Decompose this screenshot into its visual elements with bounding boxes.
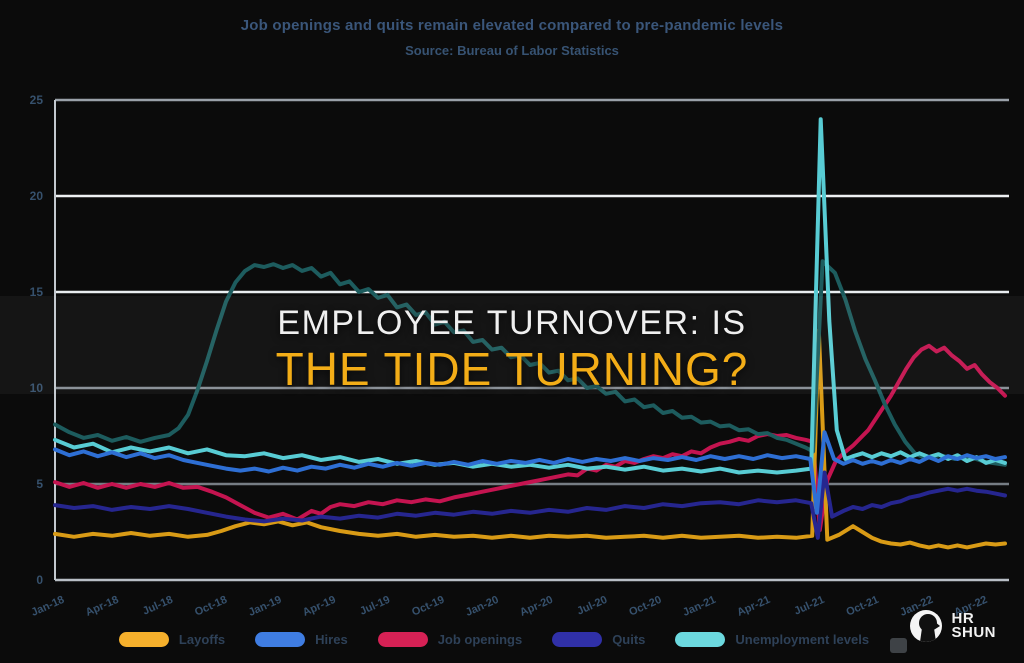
x-axis-label: Jul-20 [575,594,609,618]
y-axis-label: 15 [30,285,44,299]
legend-swatch [255,631,306,647]
x-axis-label: Jul-21 [792,594,826,618]
x-axis-label: Oct-19 [410,594,446,619]
legend-item-quits: Quits [552,631,646,647]
x-axis-label: Jan-18 [29,594,66,619]
x-axis-label: Jul-19 [358,594,392,618]
chart-subtitle: Source: Bureau of Labor Statistics [405,42,619,58]
x-axis-label: Oct-18 [193,594,229,619]
series-line-unemployment-levels-historical-trend [53,259,1007,467]
overlay-title-line-1: EMPLOYEE TURNOVER: IS [277,304,747,342]
legend-label: Hires [315,631,348,647]
legend-swatch [118,631,169,647]
x-axis-label: Jul-18 [141,594,175,618]
legend-swatch [675,631,726,647]
decoration-square [890,638,907,653]
brand-name-line-1: HR [951,610,975,627]
legend-label: Quits [612,631,646,647]
legend-swatch [377,631,428,647]
chart-legend: Layoffs Hires Job openings Quits Unemploymen… [0,624,1006,654]
series-line-quits [53,470,1007,540]
x-axis-label: Apr-20 [518,594,555,619]
x-axis-label: Jan-20 [464,594,501,619]
legend-swatch [552,631,603,647]
y-axis-label: 20 [30,189,44,203]
y-axis-label: 0 [36,573,43,587]
chart-header: Job openings and quits remain elevated c… [0,17,1024,58]
y-axis-label: 10 [30,381,44,395]
x-axis-label: Jan-19 [247,594,284,619]
overlay-title: EMPLOYEE TURNOVER: IS THE TIDE TURNING? [0,302,1024,393]
legend-label: Layoffs [178,631,226,647]
y-axis-label: 5 [36,477,43,491]
overlay-title-line-2: THE TIDE TURNING? [275,342,749,395]
x-axis-label: Apr-19 [301,594,338,619]
brand-name-line-2: SHUN [951,624,996,641]
series-line-job-openings [53,343,1007,533]
head-profile-icon [910,610,943,642]
x-axis-label: Oct-20 [627,594,663,619]
x-axis-label: Oct-21 [844,594,880,619]
brand-logo: HR SHUN [908,608,996,644]
x-axis-label: Apr-18 [84,594,121,619]
series-line-unemployment-levels [53,117,1007,475]
legend-item-job-openings: Job openings [377,631,523,647]
series-line-layoffs [53,328,1007,550]
y-axis-label: 25 [30,93,44,107]
x-axis-label: Apr-21 [735,594,772,619]
brand-name: HR SHUN [951,610,996,641]
legend-item-hires: Hires [255,631,348,647]
legend-item-layoffs: Layoffs [118,631,226,647]
legend-label: Job openings [437,631,523,647]
legend-item-unemployment-levels: Unemployment levels [675,631,870,647]
x-axis-label: Jan-21 [681,594,718,619]
legend-label: Unemployment levels [735,631,870,647]
series-line-hires [53,430,1007,515]
chart-title: Job openings and quits remain elevated c… [240,17,784,34]
